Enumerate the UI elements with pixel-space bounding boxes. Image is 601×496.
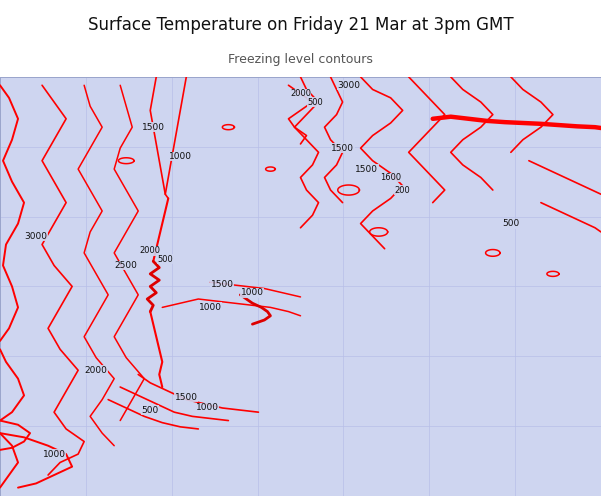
Text: 500: 500	[502, 219, 519, 228]
Text: 500: 500	[157, 255, 173, 264]
Text: 1500: 1500	[211, 280, 234, 289]
Text: 2500: 2500	[115, 261, 138, 270]
Text: 3000: 3000	[25, 232, 47, 241]
Text: 1000: 1000	[241, 288, 264, 297]
Text: 3000: 3000	[337, 81, 360, 90]
Text: Freezing level contours: Freezing level contours	[228, 54, 373, 66]
Text: 1600: 1600	[380, 173, 401, 182]
Text: 2000: 2000	[85, 366, 108, 375]
Text: 1500: 1500	[142, 123, 165, 131]
Text: 2000: 2000	[140, 247, 160, 255]
Text: 500: 500	[142, 406, 159, 415]
Text: 200: 200	[395, 186, 410, 194]
Text: Surface Temperature on Friday 21 Mar at 3pm GMT: Surface Temperature on Friday 21 Mar at …	[88, 15, 513, 34]
Text: 1000: 1000	[169, 152, 192, 161]
Text: 1000: 1000	[196, 403, 219, 413]
Text: 1500: 1500	[355, 165, 378, 174]
Text: 1500: 1500	[175, 393, 198, 402]
Text: 1000: 1000	[43, 449, 66, 459]
Text: 1000: 1000	[199, 303, 222, 312]
Text: 500: 500	[308, 98, 323, 107]
Text: 2000: 2000	[290, 89, 311, 98]
Text: 1500: 1500	[331, 144, 354, 153]
